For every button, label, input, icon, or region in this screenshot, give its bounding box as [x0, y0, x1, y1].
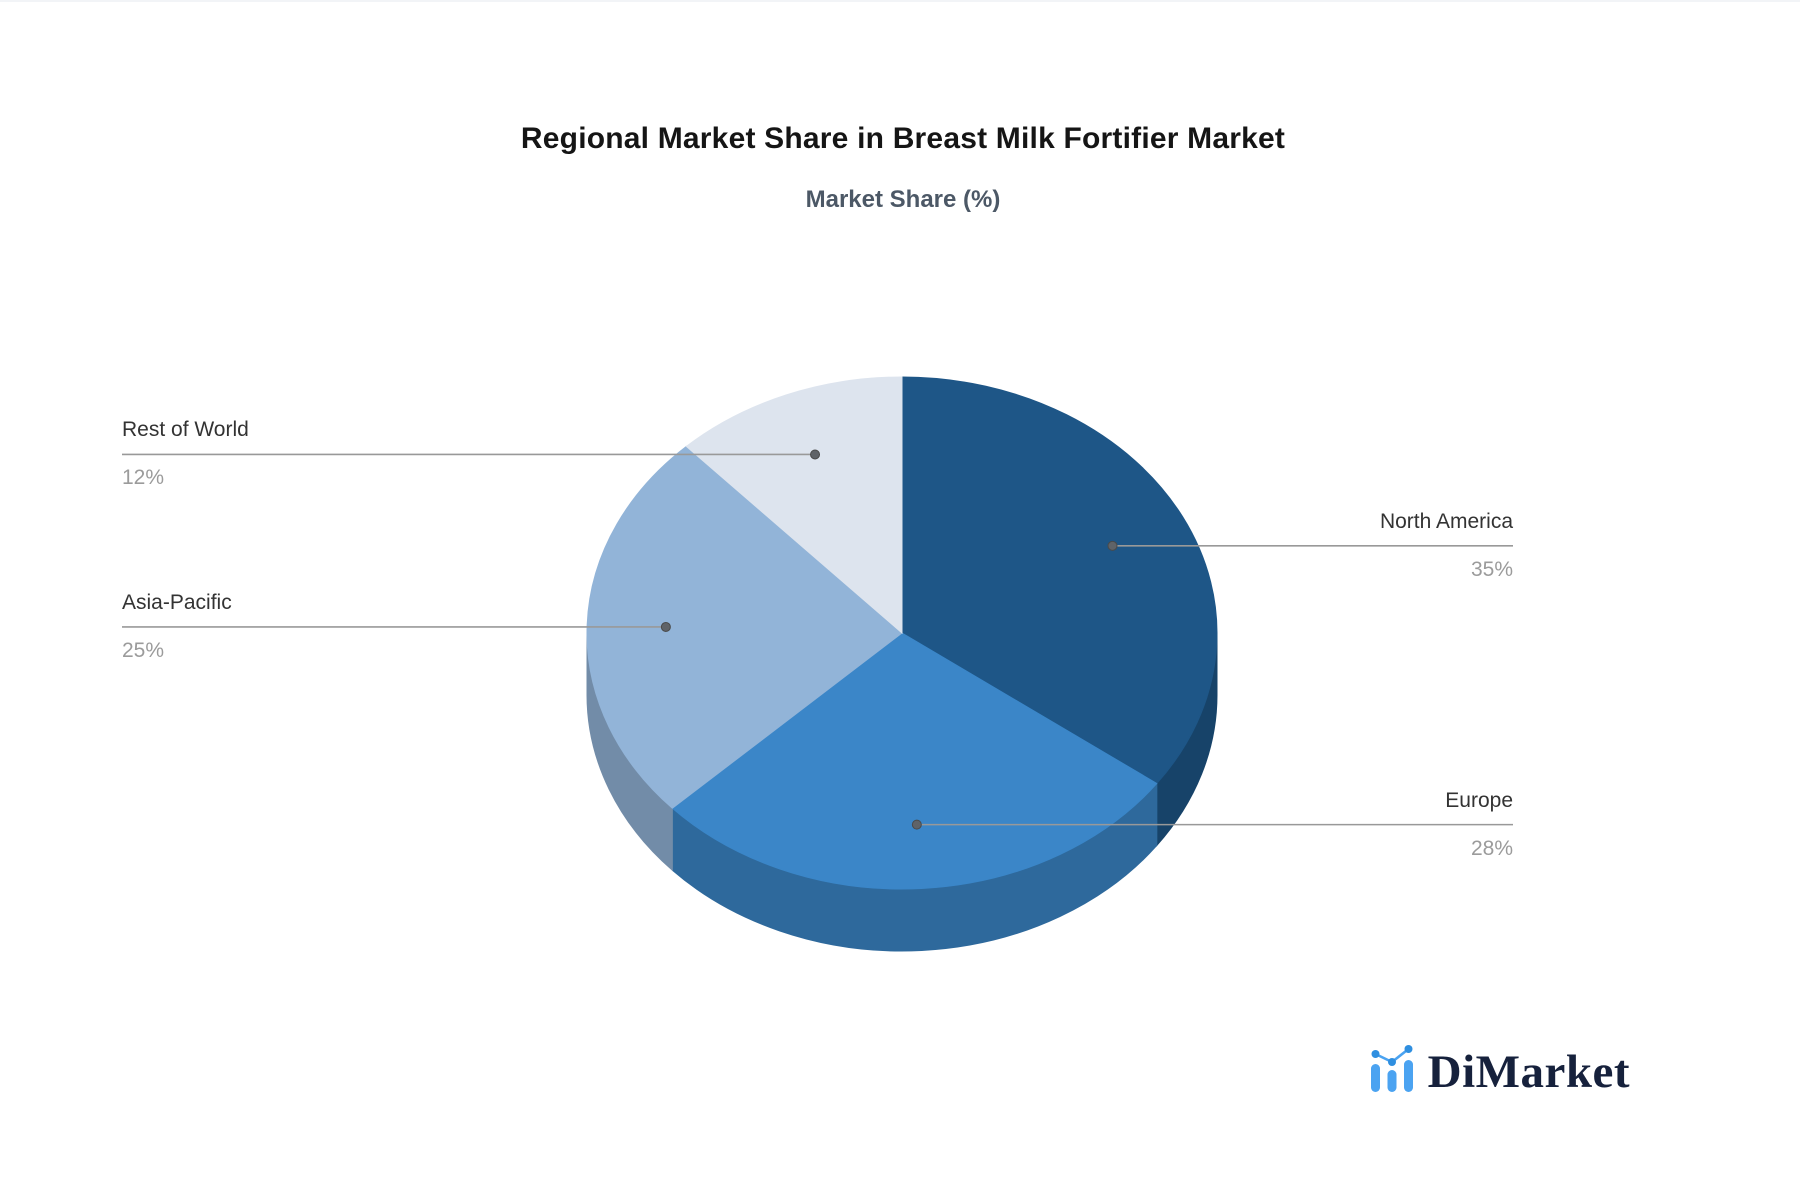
pie-slice-north-america[interactable]: [901, 376, 1218, 785]
pie-slice-rest-of-world[interactable]: [685, 376, 903, 635]
brand-watermark[interactable]: DiMarket: [1369, 1042, 1630, 1098]
top-edge-divider: [0, 0, 1800, 2]
connector-dot-asia-pacific: [660, 621, 671, 632]
pie-label-europe: Europe: [1445, 788, 1513, 812]
chart-subtitle: Market Share (%): [805, 186, 1001, 213]
pie-label-rest-of-world-value: 12%: [122, 466, 165, 490]
bar-line-chart-icon: [1370, 1045, 1413, 1092]
connector-dot-rest-of-world: [810, 449, 821, 460]
connector-dot-europe: [911, 819, 922, 830]
brand-name: DiMarket: [1427, 1045, 1630, 1098]
pie-label-north-america-value: 35%: [1470, 557, 1513, 581]
pie-slice-asia-pacific[interactable]: [586, 445, 903, 809]
pie-label-rest-of-world: Rest of World: [122, 418, 249, 442]
pie-label-europe-value: 28%: [1470, 836, 1513, 860]
connector-dot-north-america: [1107, 540, 1118, 551]
pie-label-asia-pacific-value: 25%: [122, 638, 165, 662]
pie-label-north-america: North America: [1379, 509, 1513, 533]
pie-label-asia-pacific: Asia-Pacific: [122, 590, 232, 614]
chart-title: Regional Market Share in Breast Milk For…: [520, 122, 1286, 155]
